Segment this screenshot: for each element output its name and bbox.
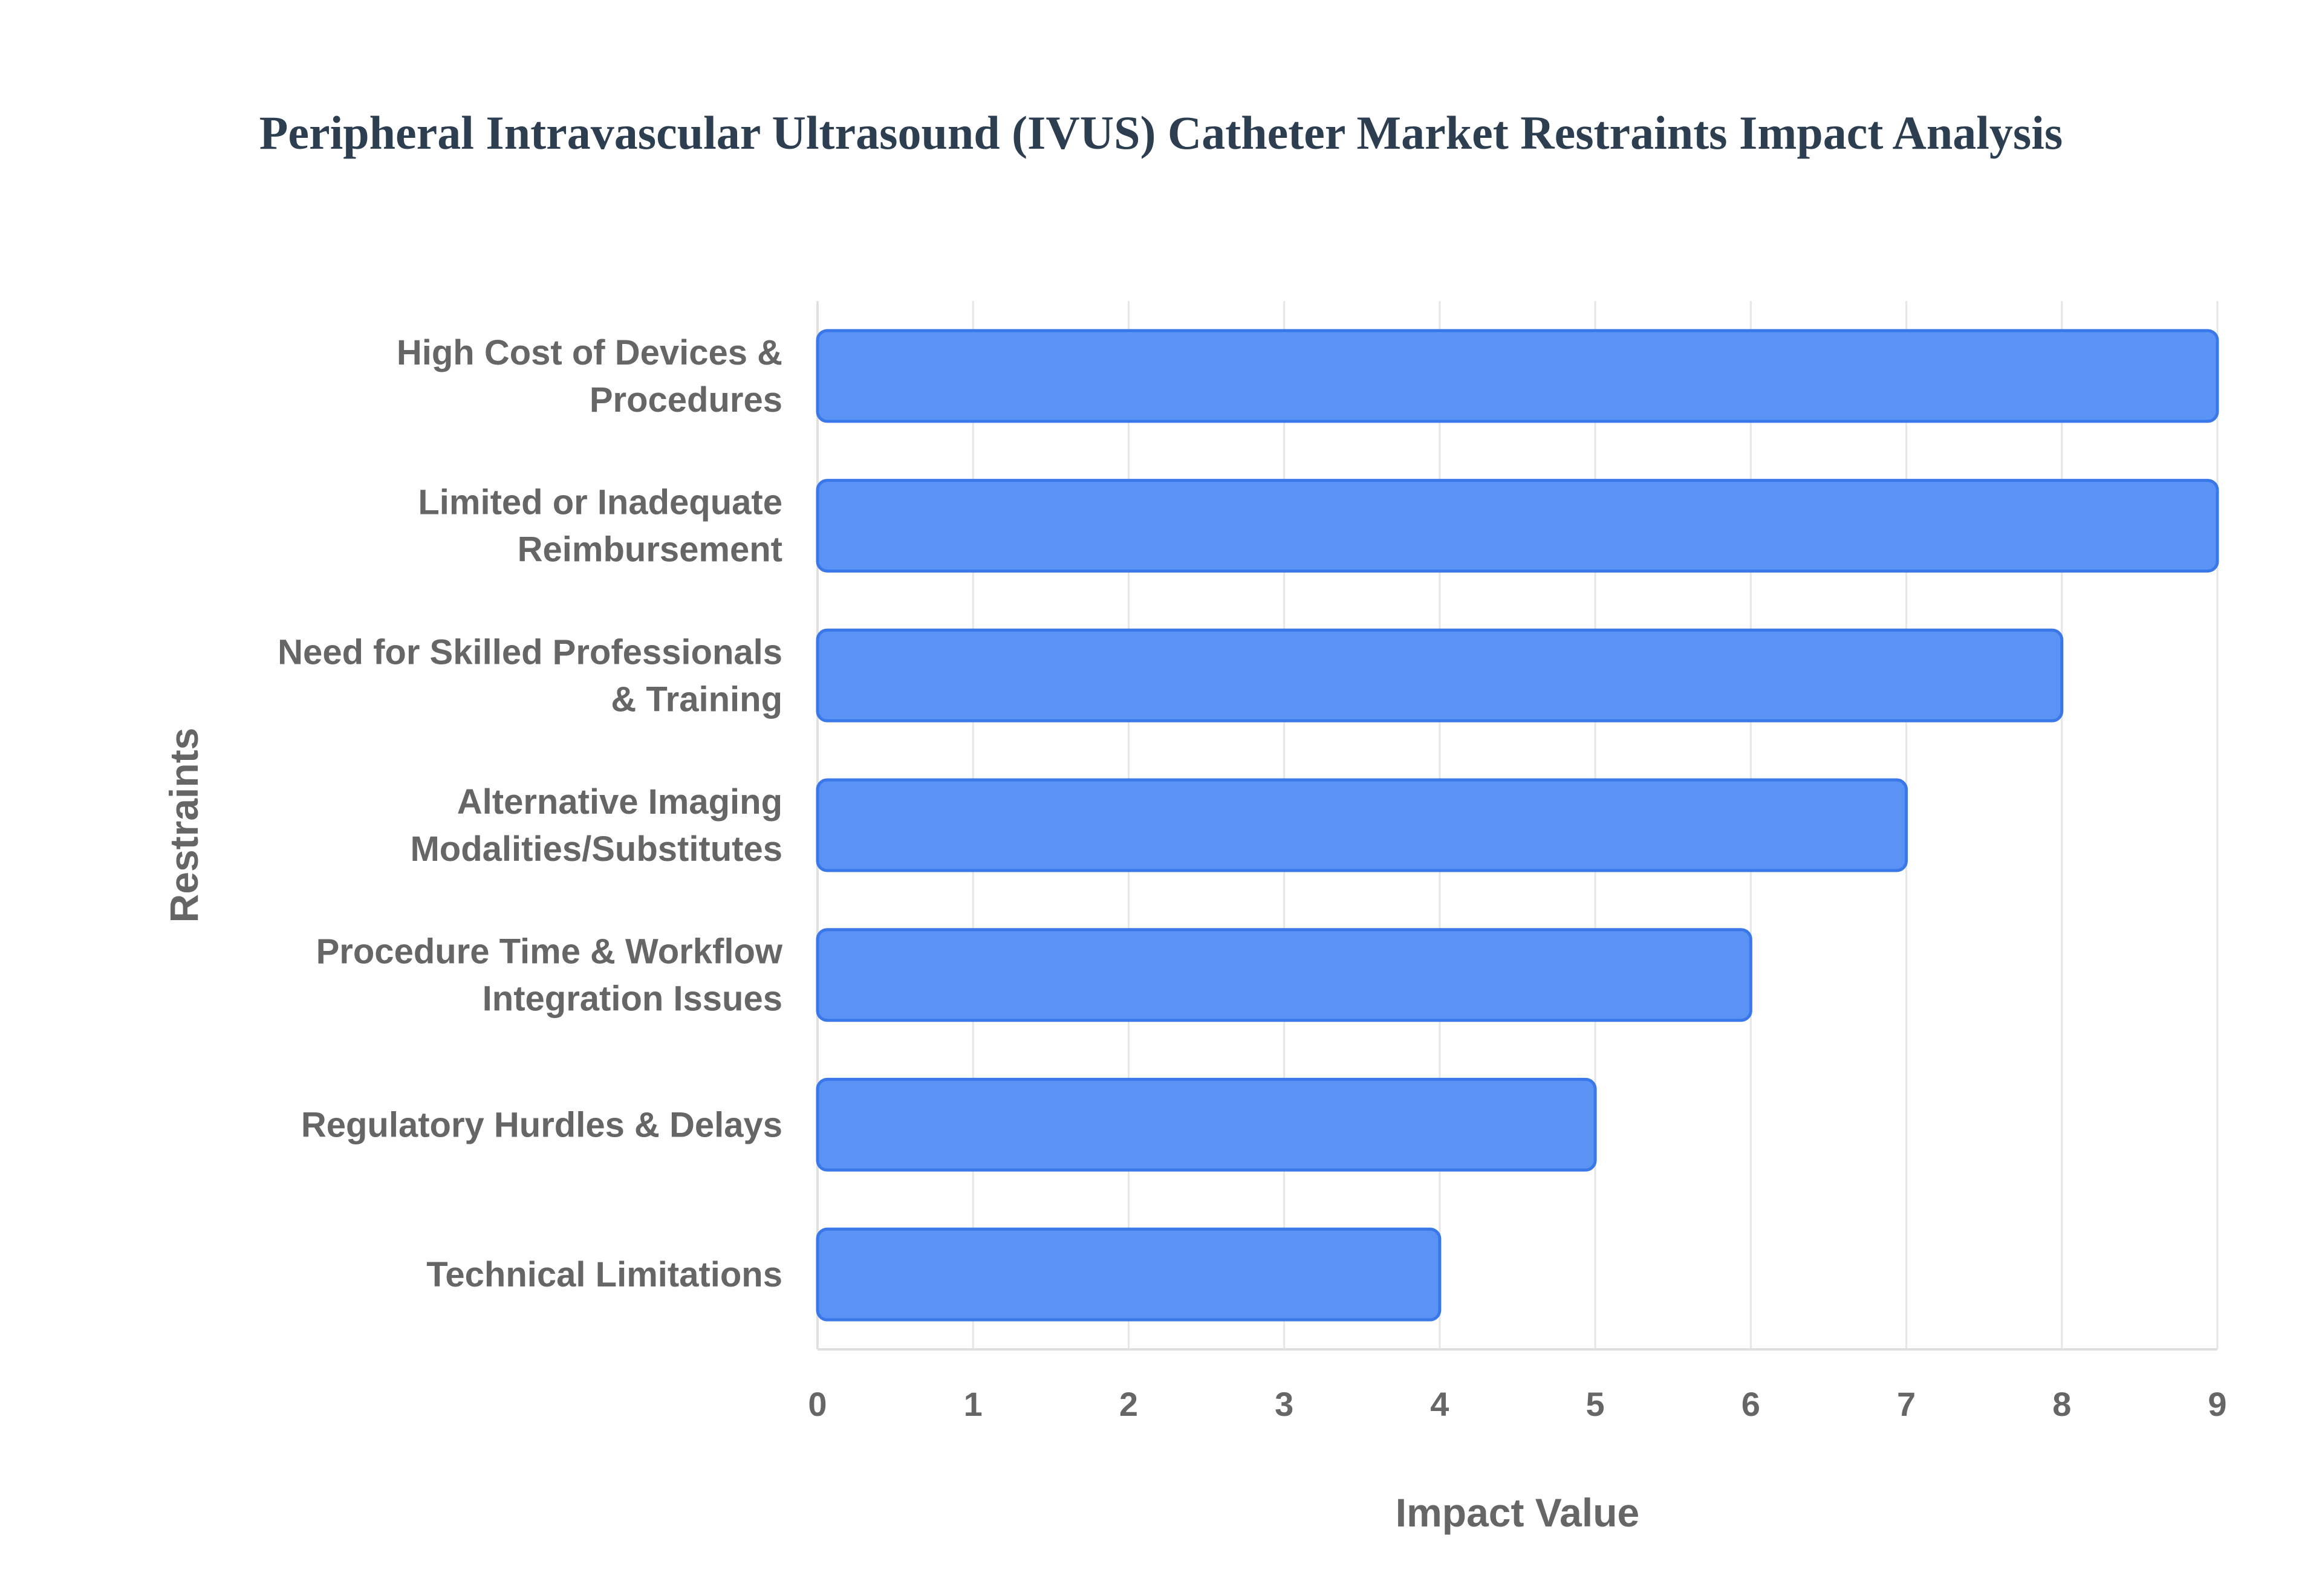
bars [816,329,2219,1322]
bar-4[interactable] [816,928,1752,1022]
category-label-line: Regulatory Hurdles & Delays [301,1105,782,1144]
x-tick-label-4: 4 [1430,1385,1449,1423]
bar-0[interactable] [816,329,2219,423]
chart-title: Peripheral Intravascular Ultrasound (IVU… [259,106,2063,159]
category-label-line: & Training [611,680,782,719]
category-label-line: Integration Issues [483,979,782,1019]
category-label-5: Regulatory Hurdles & Delays [301,1105,782,1144]
x-tick-label-5: 5 [1586,1385,1605,1423]
category-label-line: Procedure Time & Workflow [316,932,783,972]
x-axis-ticks: 0 1 2 3 4 5 6 7 8 9 [808,1385,2226,1423]
x-axis-title: Impact Value [1396,1490,1640,1535]
category-label-3: Alternative Imaging Modalities/Substitute… [410,782,782,869]
x-tick-label-0: 0 [808,1385,827,1423]
category-label-line: Alternative Imaging [457,782,782,822]
category-label-line: High Cost of Devices & [397,333,782,372]
category-label-line: Modalities/Substitutes [410,829,782,869]
x-tick-label-3: 3 [1275,1385,1293,1423]
y-axis-title: Restraints [161,728,206,923]
category-label-line: Reimbursement [518,530,782,569]
category-label-2: Need for Skilled Professionals & Training [278,632,782,719]
x-tick-label-7: 7 [1897,1385,1916,1423]
x-tick-label-6: 6 [1742,1385,1760,1423]
category-label-line: Procedures [590,380,782,420]
bar-2[interactable] [816,628,2064,722]
y-axis-categories: High Cost of Devices & Procedures Limited … [278,333,783,1294]
category-label-4: Procedure Time & Workflow Integration Iss… [316,932,783,1019]
category-label-1: Limited or Inadequate Reimbursement [418,483,782,569]
category-label-line: Need for Skilled Professionals [278,632,782,672]
x-tick-label-2: 2 [1119,1385,1138,1423]
bar-3[interactable] [816,778,1908,872]
category-label-line: Limited or Inadequate [418,483,782,522]
bar-1[interactable] [816,479,2219,573]
x-tick-label-1: 1 [964,1385,983,1423]
category-label-line: Technical Limitations [426,1255,782,1294]
x-tick-label-9: 9 [2208,1385,2226,1423]
bar-6[interactable] [816,1227,1442,1322]
category-label-6: Technical Limitations [426,1255,782,1294]
category-label-0: High Cost of Devices & Procedures [397,333,782,420]
bar-5[interactable] [816,1077,1597,1172]
x-tick-label-8: 8 [2052,1385,2071,1423]
